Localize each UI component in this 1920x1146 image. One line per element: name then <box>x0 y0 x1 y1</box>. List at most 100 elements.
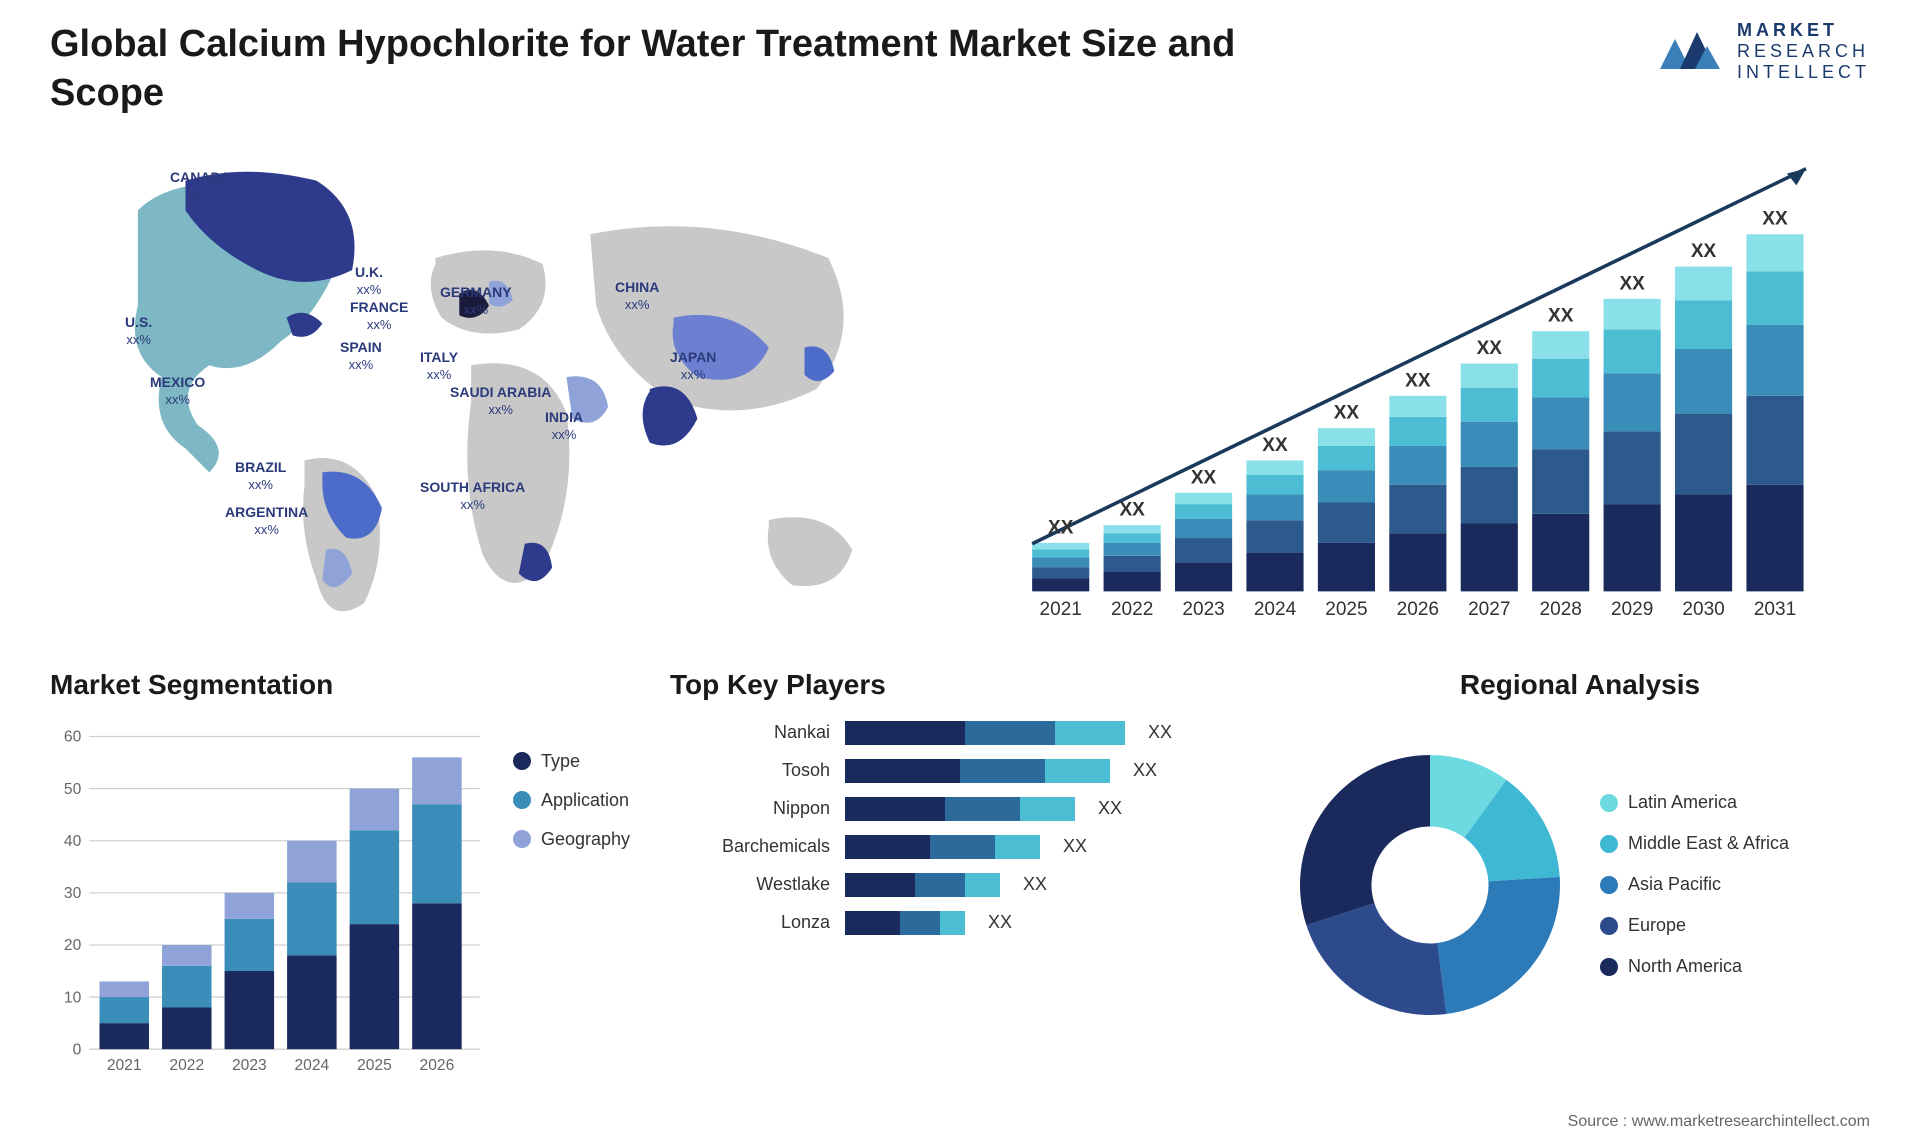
player-value: XX <box>1023 874 1047 895</box>
player-bar <box>845 721 1125 745</box>
map-label: SAUDI ARABIAxx% <box>450 384 551 418</box>
regional-title: Regional Analysis <box>1290 669 1870 701</box>
player-name: Barchemicals <box>690 836 830 857</box>
player-bar <box>845 911 965 935</box>
brand-logo: MARKET RESEARCH INTELLECT <box>1655 20 1870 83</box>
svg-text:2023: 2023 <box>1182 599 1224 620</box>
svg-text:10: 10 <box>64 989 82 1006</box>
logo-icon <box>1655 24 1725 79</box>
regional-donut-chart <box>1290 745 1570 1025</box>
player-bar <box>845 759 1110 783</box>
regional-panel: Regional Analysis Latin America Middle Ea… <box>1290 669 1870 1049</box>
map-label: ARGENTINAxx% <box>225 504 308 538</box>
player-row: Nippon XX <box>690 797 1250 821</box>
player-bar <box>845 835 1040 859</box>
svg-text:XX: XX <box>1119 499 1145 520</box>
player-row: Barchemicals XX <box>690 835 1250 859</box>
svg-text:2028: 2028 <box>1540 599 1582 620</box>
logo-line-3: INTELLECT <box>1737 62 1870 83</box>
svg-text:20: 20 <box>64 937 82 954</box>
svg-text:2021: 2021 <box>107 1057 142 1074</box>
svg-text:0: 0 <box>73 1041 82 1058</box>
player-row: Tosoh XX <box>690 759 1250 783</box>
svg-text:2031: 2031 <box>1754 599 1796 620</box>
svg-text:2021: 2021 <box>1040 599 1082 620</box>
svg-text:XX: XX <box>1405 370 1431 391</box>
map-label: SPAINxx% <box>340 339 382 373</box>
player-value: XX <box>988 912 1012 933</box>
map-label: ITALYxx% <box>420 349 458 383</box>
player-row: Westlake XX <box>690 873 1250 897</box>
svg-text:30: 30 <box>64 885 82 902</box>
page-title: Global Calcium Hypochlorite for Water Tr… <box>50 20 1250 119</box>
svg-text:2024: 2024 <box>294 1057 329 1074</box>
svg-text:2022: 2022 <box>1111 599 1153 620</box>
svg-text:60: 60 <box>64 729 82 746</box>
svg-text:40: 40 <box>64 833 82 850</box>
svg-text:2025: 2025 <box>357 1057 392 1074</box>
map-label: U.S.xx% <box>125 314 152 348</box>
logo-line-1: MARKET <box>1737 20 1870 41</box>
svg-text:XX: XX <box>1477 338 1503 359</box>
player-name: Lonza <box>690 912 830 933</box>
map-label: CHINAxx% <box>615 279 659 313</box>
player-row: Lonza XX <box>690 911 1250 935</box>
svg-text:XX: XX <box>1191 467 1217 488</box>
source-attribution: Source : www.marketresearchintellect.com <box>1568 1113 1870 1131</box>
svg-text:XX: XX <box>1334 402 1360 423</box>
player-value: XX <box>1133 760 1157 781</box>
legend-item: Middle East & Africa <box>1600 833 1789 854</box>
legend-item: Europe <box>1600 915 1789 936</box>
map-label: INDIAxx% <box>545 409 583 443</box>
player-name: Westlake <box>690 874 830 895</box>
player-value: XX <box>1063 836 1087 857</box>
map-label: SOUTH AFRICAxx% <box>420 479 525 513</box>
map-label: MEXICOxx% <box>150 374 205 408</box>
growth-chart-panel: 2021202220232024202520262027202820292030… <box>980 139 1870 639</box>
players-list: NankaiXXTosohXXNipponXXBarchemicalsXXWes… <box>670 721 1250 935</box>
player-value: XX <box>1148 722 1172 743</box>
segmentation-legend: Type Application Geography <box>513 721 630 1091</box>
svg-text:2027: 2027 <box>1468 599 1510 620</box>
map-label: U.K.xx% <box>355 264 383 298</box>
player-value: XX <box>1098 798 1122 819</box>
svg-text:2022: 2022 <box>169 1057 204 1074</box>
regional-legend: Latin America Middle East & Africa Asia Pa… <box>1600 792 1789 977</box>
segmentation-chart: 0102030405060 202120222023202420252026 <box>50 721 493 1091</box>
logo-text: MARKET RESEARCH INTELLECT <box>1737 20 1870 83</box>
map-label: BRAZILxx% <box>235 459 286 493</box>
world-map-panel: CANADAxx% U.S.xx% MEXICOxx% BRAZILxx% ARGENT… <box>50 139 940 639</box>
map-label: JAPANxx% <box>670 349 716 383</box>
legend-item: Latin America <box>1600 792 1789 813</box>
legend-item: Type <box>513 751 630 772</box>
svg-text:2030: 2030 <box>1682 599 1724 620</box>
svg-text:XX: XX <box>1691 241 1717 262</box>
svg-text:XX: XX <box>1262 435 1288 456</box>
players-title: Top Key Players <box>670 669 1250 701</box>
players-panel: Top Key Players NankaiXXTosohXXNipponXXB… <box>670 669 1250 1049</box>
player-name: Nippon <box>690 798 830 819</box>
svg-text:2026: 2026 <box>1397 599 1439 620</box>
growth-stacked-bar-chart: 2021202220232024202520262027202820292030… <box>980 139 1870 639</box>
logo-line-2: RESEARCH <box>1737 41 1870 62</box>
segmentation-panel: Market Segmentation 0102030405060 202120… <box>50 669 630 1049</box>
legend-item: North America <box>1600 956 1789 977</box>
player-row: Nankai XX <box>690 721 1250 745</box>
svg-text:2029: 2029 <box>1611 599 1653 620</box>
legend-item: Asia Pacific <box>1600 874 1789 895</box>
legend-item: Application <box>513 790 630 811</box>
map-label: CANADAxx% <box>170 169 231 203</box>
svg-text:50: 50 <box>64 781 82 798</box>
player-name: Nankai <box>690 722 830 743</box>
player-bar <box>845 873 1000 897</box>
svg-text:XX: XX <box>1619 273 1645 294</box>
map-label: FRANCExx% <box>350 299 408 333</box>
svg-text:XX: XX <box>1762 208 1788 229</box>
svg-text:2025: 2025 <box>1325 599 1367 620</box>
player-bar <box>845 797 1075 821</box>
segmentation-title: Market Segmentation <box>50 669 630 701</box>
svg-text:XX: XX <box>1048 517 1074 538</box>
legend-item: Geography <box>513 829 630 850</box>
player-name: Tosoh <box>690 760 830 781</box>
svg-text:XX: XX <box>1548 305 1574 326</box>
